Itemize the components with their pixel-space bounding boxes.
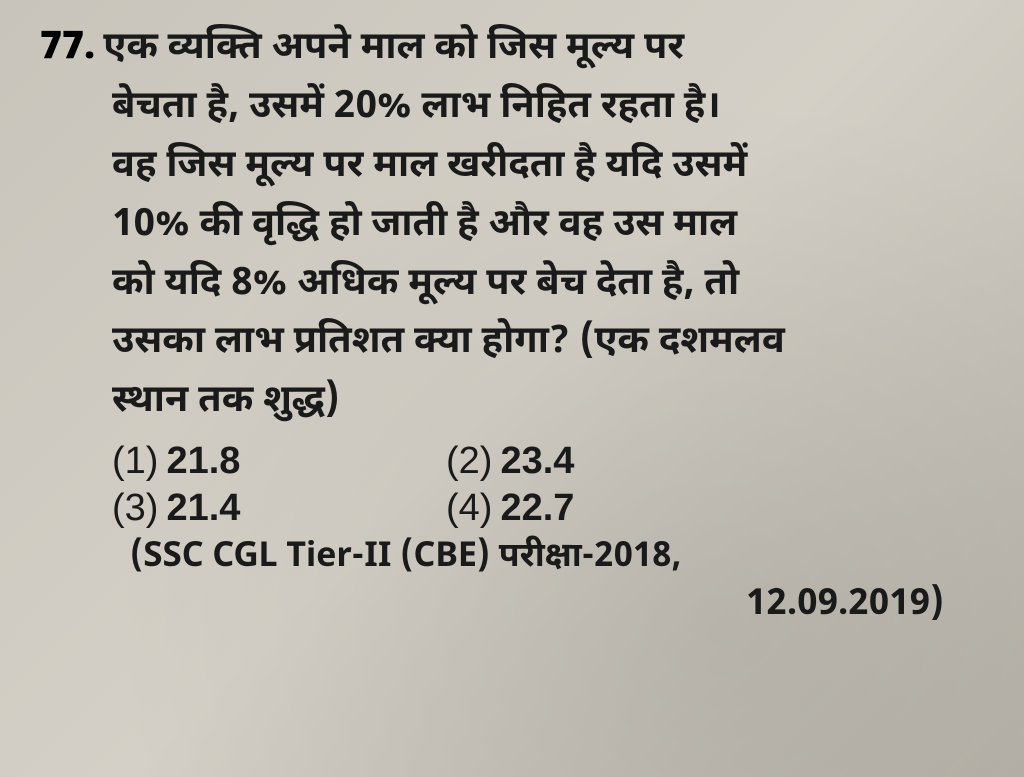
option-3-value: 21.4 <box>166 487 240 529</box>
option-2-value: 23.4 <box>500 440 574 482</box>
option-4: (4)22.7 <box>446 487 740 530</box>
question-line-1: एक व्यक्ति अपने माल को जिस मूल्य पर <box>103 24 684 74</box>
question-line-7: स्थान तक शुद्ध) <box>112 373 984 432</box>
question-line-5: को यदि 8% अधिक मूल्य पर बेच देता है, तो <box>112 256 984 315</box>
question-body: बेचता है, उसमें 20% लाभ निहित रहता है। व… <box>40 79 984 432</box>
option-3-label: (3) <box>112 487 158 529</box>
question-first-line: 77.एक व्यक्ति अपने माल को जिस मूल्य पर <box>40 20 984 79</box>
option-1: (1)21.8 <box>112 440 406 483</box>
option-4-value: 22.7 <box>500 487 574 529</box>
source-date: 12.09.2019) <box>40 582 984 629</box>
question-number: 77. <box>40 20 95 79</box>
option-3: (3)21.4 <box>112 487 406 530</box>
source-text: (SSC CGL Tier-II (CBE) परीक्षा-2018, <box>40 536 984 580</box>
option-2: (2)23.4 <box>446 440 740 483</box>
options-grid: (1)21.8 (2)23.4 (3)21.4 (4)22.7 <box>40 440 740 530</box>
question-line-6: उसका लाभ प्रतिशत क्या होगा? (एक दशमलव <box>112 314 984 373</box>
option-1-value: 21.8 <box>166 440 240 482</box>
question-line-2: बेचता है, उसमें 20% लाभ निहित रहता है। <box>112 79 984 138</box>
option-1-label: (1) <box>112 440 158 482</box>
option-2-label: (2) <box>446 440 492 482</box>
option-4-label: (4) <box>446 487 492 529</box>
question-block: 77.एक व्यक्ति अपने माल को जिस मूल्य पर ब… <box>40 20 984 629</box>
question-line-3: वह जिस मूल्य पर माल खरीदता है यदि उसमें <box>112 138 984 197</box>
question-line-4: 10% की वृद्धि हो जाती है और वह उस माल <box>112 197 984 256</box>
